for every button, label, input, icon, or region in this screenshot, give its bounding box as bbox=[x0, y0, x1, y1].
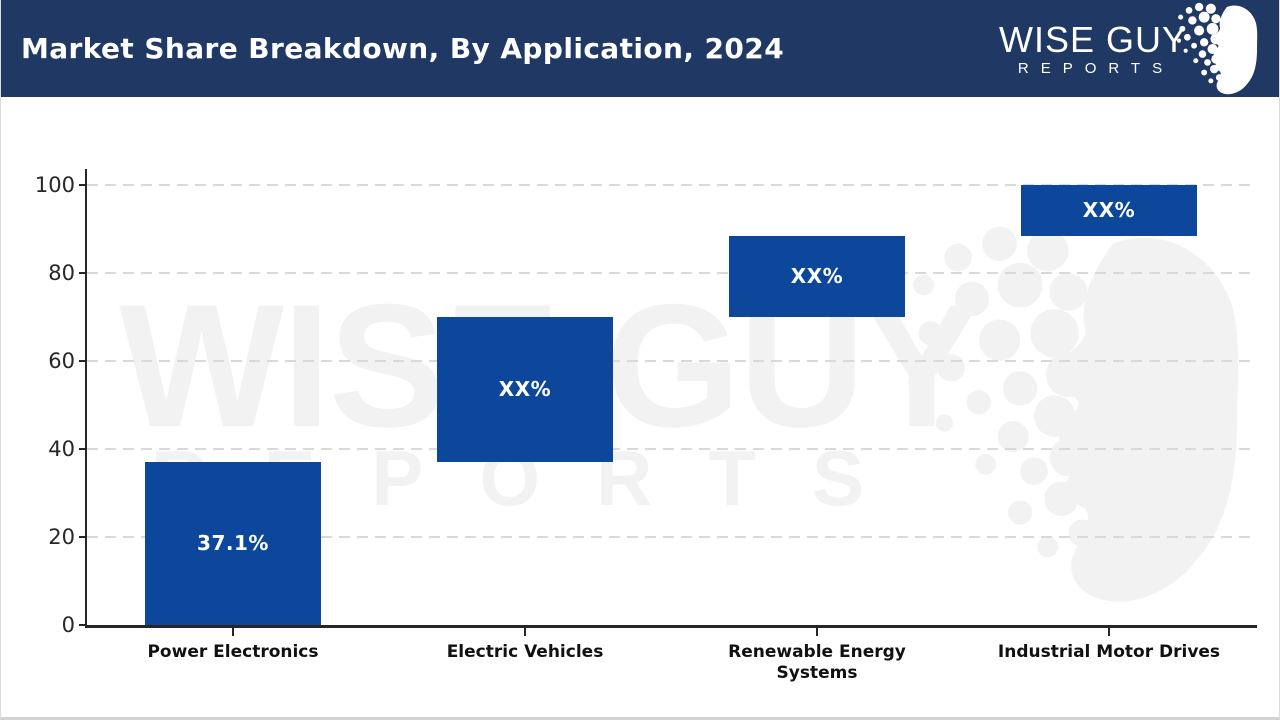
waterfall-bar: XX% bbox=[1021, 185, 1197, 236]
y-axis-line bbox=[85, 169, 87, 628]
bar-value-label: 37.1% bbox=[197, 531, 269, 556]
h-gridline bbox=[87, 184, 1255, 186]
bar-value-label: XX% bbox=[498, 377, 552, 402]
x-axis-line bbox=[85, 625, 1257, 628]
x-category-label: Renewable Energy Systems bbox=[728, 642, 906, 684]
y-axis-tick-label: 40 bbox=[48, 437, 75, 461]
y-tick-mark bbox=[79, 448, 87, 450]
x-tick-mark bbox=[232, 628, 234, 636]
y-tick-mark bbox=[79, 536, 87, 538]
x-category-label: Electric Vehicles bbox=[446, 642, 604, 662]
y-tick-mark bbox=[79, 624, 87, 626]
waterfall-bar: 37.1% bbox=[145, 461, 321, 625]
bar-value-label: XX% bbox=[790, 264, 844, 289]
y-tick-mark bbox=[79, 360, 87, 362]
y-axis-tick-label: 80 bbox=[48, 261, 75, 285]
logo-wordmark: WISE GUY REPORTS bbox=[998, 18, 1187, 77]
header-bar: Market Share Breakdown, By Application, … bbox=[1, 0, 1279, 97]
chart-region: WISE GUY REPORTS 0 20 40 60 80 100 Power Elect… bbox=[1, 97, 1279, 717]
bar-value-label: XX% bbox=[1082, 198, 1136, 223]
watermark-face-icon bbox=[908, 226, 1239, 602]
x-tick-mark bbox=[816, 628, 818, 636]
y-axis-tick-label: 20 bbox=[48, 525, 75, 549]
waterfall-bar: XX% bbox=[437, 317, 613, 462]
x-category-label: Industrial Motor Drives bbox=[997, 642, 1221, 662]
h-gridline bbox=[87, 536, 1255, 538]
x-tick-mark bbox=[1108, 628, 1110, 636]
h-gridline bbox=[87, 360, 1255, 362]
y-axis-tick-label: 0 bbox=[61, 613, 75, 637]
y-axis-tick-label: 100 bbox=[34, 173, 75, 197]
waterfall-bar: XX% bbox=[729, 235, 905, 317]
h-gridline bbox=[87, 272, 1255, 274]
x-tick-mark bbox=[524, 628, 526, 636]
h-gridline bbox=[87, 448, 1255, 450]
logo-face-icon bbox=[1176, 2, 1258, 94]
logo-line1: WISE GUY bbox=[998, 18, 1187, 60]
y-axis-tick-label: 60 bbox=[48, 349, 75, 373]
chart-title: Market Share Breakdown, By Application, … bbox=[21, 32, 785, 65]
y-tick-mark bbox=[79, 272, 87, 274]
brand-logo: WISE GUY REPORTS bbox=[999, 2, 1265, 96]
logo-line2: REPORTS bbox=[1017, 59, 1175, 77]
x-category-label: Power Electronics bbox=[147, 642, 319, 662]
y-tick-mark bbox=[79, 184, 87, 186]
